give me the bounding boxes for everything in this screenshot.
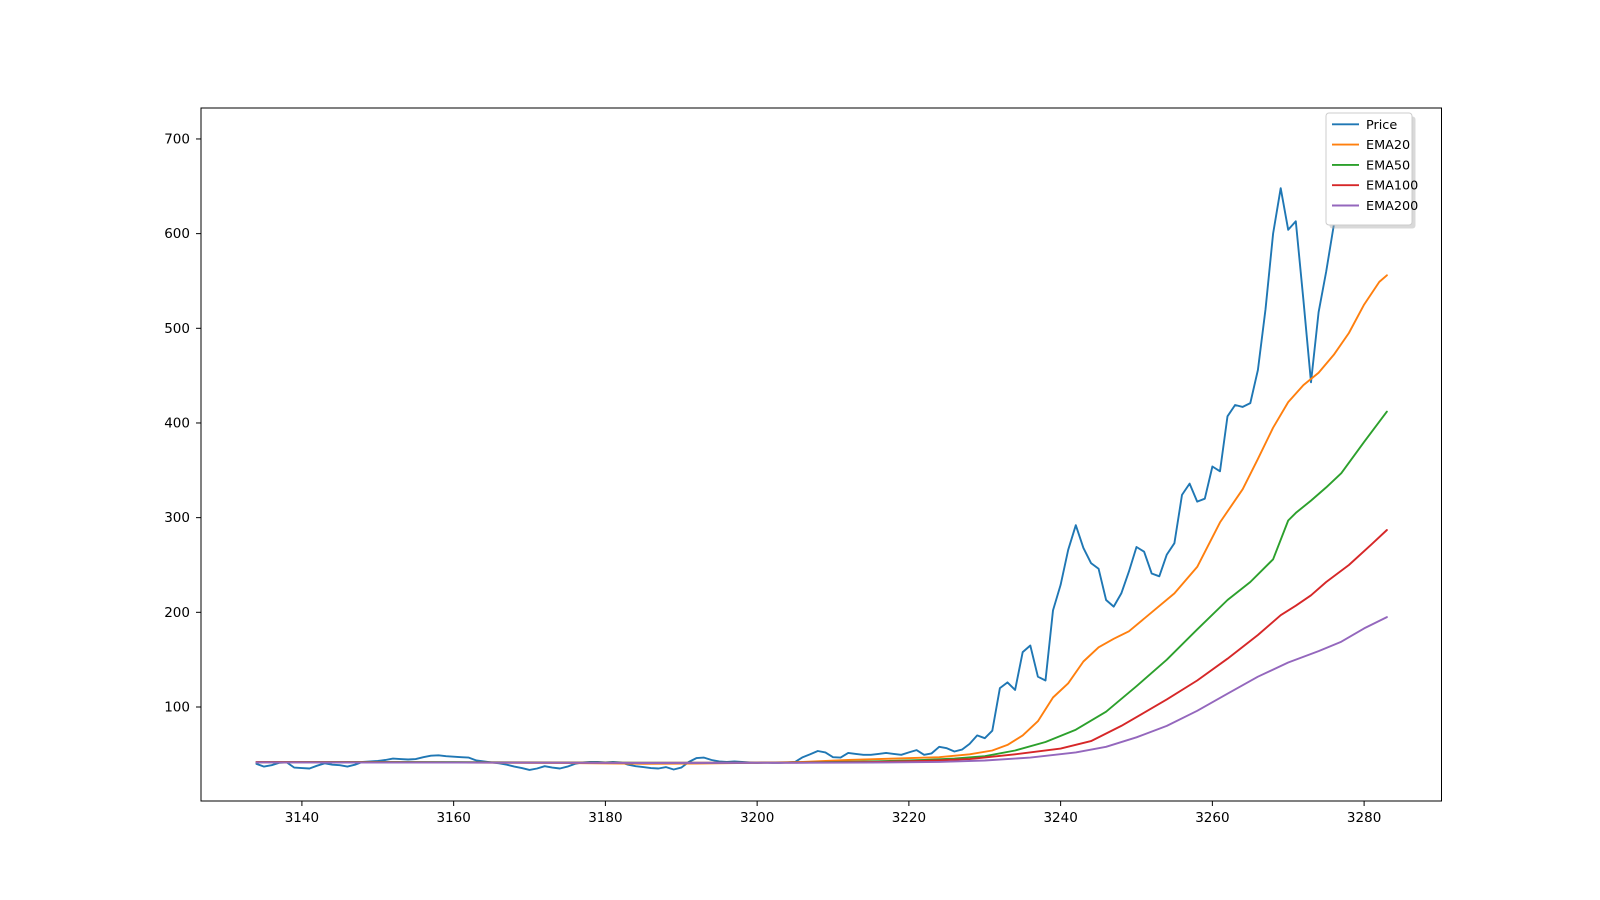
y-tick-label: 700 xyxy=(164,132,190,148)
x-tick-label: 3280 xyxy=(1347,810,1381,826)
y-tick-label: 400 xyxy=(164,416,190,432)
x-tick-label: 3160 xyxy=(436,810,470,826)
x-tick-label: 3180 xyxy=(588,810,622,826)
y-tick-label: 200 xyxy=(164,605,190,621)
x-tick-label: 3240 xyxy=(1043,810,1077,826)
legend-label: EMA50 xyxy=(1366,158,1410,173)
legend-entry: EMA50 xyxy=(1332,158,1410,173)
series-line-ema200 xyxy=(255,616,1388,764)
legend-entry: EMA100 xyxy=(1332,179,1418,194)
x-tick-label: 3200 xyxy=(740,810,774,826)
legend-label: Price xyxy=(1366,118,1397,133)
series-line-price xyxy=(255,138,1388,771)
legend-entry: Price xyxy=(1332,118,1397,133)
y-tick-label: 300 xyxy=(164,510,190,526)
legend: Price EMA20 EMA50 EMA100 EMA200 xyxy=(1325,112,1418,229)
x-tick-label: 3260 xyxy=(1195,810,1229,826)
axes-layer: 3140 3160 3180 3200 3220 3240 3260 3280 100 200 30… xyxy=(164,132,1381,826)
legend-label: EMA100 xyxy=(1366,179,1418,194)
x-tick-label: 3140 xyxy=(285,810,319,826)
y-tick-label: 600 xyxy=(164,226,190,242)
legend-entry: EMA20 xyxy=(1332,138,1410,153)
legend-label: EMA200 xyxy=(1366,199,1418,214)
x-tick-label: 3220 xyxy=(892,810,926,826)
plot-area xyxy=(201,108,1442,801)
legend-label: EMA20 xyxy=(1366,138,1410,153)
legend-box xyxy=(1325,112,1413,226)
y-tick-label: 500 xyxy=(164,321,190,337)
series-layer xyxy=(255,138,1388,771)
y-tick-label: 100 xyxy=(164,700,190,716)
legend-entry: EMA200 xyxy=(1332,199,1418,214)
axes-spines xyxy=(200,107,1442,802)
